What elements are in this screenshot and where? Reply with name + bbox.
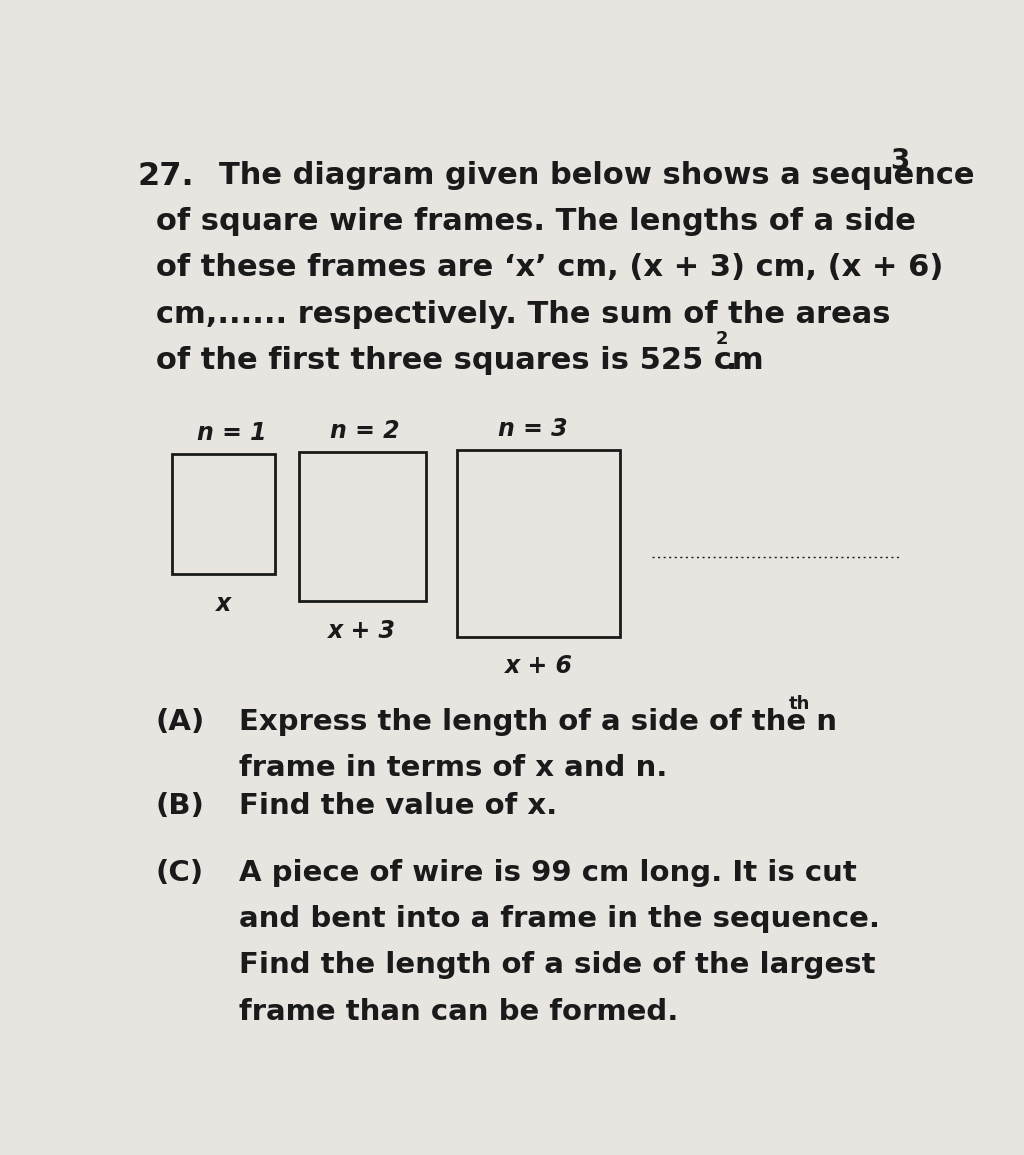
Text: 2: 2 <box>715 330 728 348</box>
Text: of the first three squares is 525 cm: of the first three squares is 525 cm <box>156 345 764 375</box>
Text: Express the length of a side of the n: Express the length of a side of the n <box>240 708 837 736</box>
Text: x: x <box>216 593 230 616</box>
Text: A piece of wire is 99 cm long. It is cut: A piece of wire is 99 cm long. It is cut <box>240 859 857 887</box>
Text: frame in terms of x and n.: frame in terms of x and n. <box>240 754 668 782</box>
Text: and bent into a frame in the sequence.: and bent into a frame in the sequence. <box>240 906 880 933</box>
Text: frame than can be formed.: frame than can be formed. <box>240 998 679 1026</box>
Text: th: th <box>788 695 810 714</box>
Text: 3: 3 <box>890 148 909 176</box>
Text: cm,...... respectively. The sum of the areas: cm,...... respectively. The sum of the a… <box>156 299 890 328</box>
Text: n = 3: n = 3 <box>498 417 567 441</box>
Text: x + 3: x + 3 <box>328 619 396 643</box>
Bar <box>172 454 274 574</box>
Text: of square wire frames. The lengths of a side: of square wire frames. The lengths of a … <box>156 207 915 236</box>
Text: of these frames are ‘x’ cm, (x + 3) cm, (x + 6): of these frames are ‘x’ cm, (x + 3) cm, … <box>156 253 943 282</box>
Text: n = 2: n = 2 <box>331 419 400 442</box>
Text: (C): (C) <box>156 859 204 887</box>
Text: x + 6: x + 6 <box>505 655 572 678</box>
Bar <box>299 452 426 601</box>
Text: n = 1: n = 1 <box>198 422 267 446</box>
Bar <box>458 449 621 636</box>
Text: 27.: 27. <box>137 161 195 192</box>
Text: .: . <box>726 345 737 375</box>
Text: (B): (B) <box>156 792 205 820</box>
Text: Find the value of x.: Find the value of x. <box>240 792 557 820</box>
Text: The diagram given below shows a sequence: The diagram given below shows a sequence <box>219 161 975 189</box>
Text: (A): (A) <box>156 708 205 736</box>
Text: Find the length of a side of the largest: Find the length of a side of the largest <box>240 952 876 979</box>
